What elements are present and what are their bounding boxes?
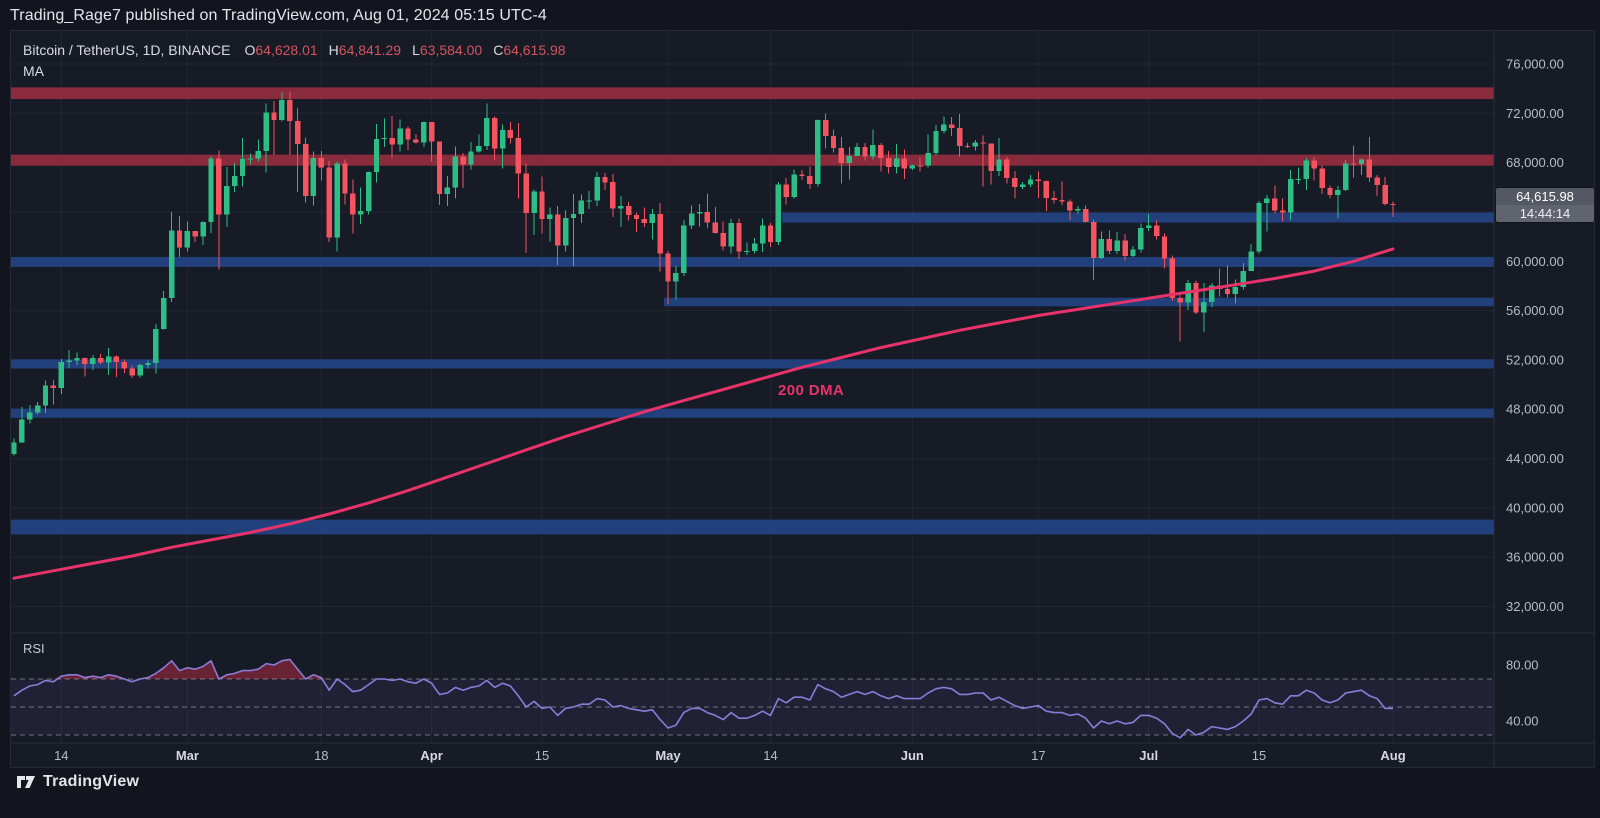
svg-text:14: 14 bbox=[763, 748, 777, 763]
svg-text:18: 18 bbox=[314, 748, 328, 763]
rsi-label[interactable]: RSI bbox=[23, 641, 45, 656]
open-value: 64,628.01 bbox=[255, 42, 318, 58]
candles-layer bbox=[11, 91, 1396, 456]
last-price-value: 64,615.98 bbox=[1496, 188, 1594, 205]
bar-countdown: 14:44:14 bbox=[1496, 205, 1594, 222]
svg-text:36,000.00: 36,000.00 bbox=[1506, 550, 1564, 565]
svg-text:60,000.00: 60,000.00 bbox=[1506, 254, 1564, 269]
ma-indicator-legend[interactable]: MA bbox=[23, 63, 44, 79]
symbol-title[interactable]: Bitcoin / TetherUS, 1D, BINANCE bbox=[23, 42, 231, 58]
svg-text:76,000.00: 76,000.00 bbox=[1506, 57, 1564, 72]
svg-text:32,000.00: 32,000.00 bbox=[1506, 599, 1564, 614]
published-caption: Trading_Rage7 published on TradingView.c… bbox=[10, 7, 547, 24]
watermark: TradingView bbox=[16, 772, 139, 792]
last-price-tag: 64,615.98 14:44:14 bbox=[1496, 188, 1594, 222]
price-axis[interactable]: 76,000.00 72,000.00 68,000.00 60,000.00 56,0… bbox=[1506, 57, 1564, 729]
svg-text:72,000.00: 72,000.00 bbox=[1506, 106, 1564, 121]
svg-text:40,000.00: 40,000.00 bbox=[1506, 500, 1564, 515]
rsi-line bbox=[13, 658, 1393, 739]
svg-text:15: 15 bbox=[535, 748, 549, 763]
chart-legend: Bitcoin / TetherUS, 1D, BINANCE O64,628.0… bbox=[23, 40, 577, 82]
svg-text:68,000.00: 68,000.00 bbox=[1506, 155, 1564, 170]
svg-text:Apr: Apr bbox=[420, 748, 442, 763]
svg-text:48,000.00: 48,000.00 bbox=[1506, 402, 1564, 417]
svg-text:15: 15 bbox=[1252, 748, 1266, 763]
chart-canvas[interactable]: 76,000.00 72,000.00 68,000.00 60,000.00 56,0… bbox=[11, 31, 1594, 767]
close-value: 64,615.98 bbox=[503, 42, 566, 58]
svg-text:80.00: 80.00 bbox=[1506, 658, 1539, 673]
pane-separators bbox=[11, 31, 1594, 767]
watermark-text[interactable]: TradingView bbox=[43, 773, 140, 790]
svg-text:May: May bbox=[655, 748, 681, 763]
svg-text:44,000.00: 44,000.00 bbox=[1506, 451, 1564, 466]
time-axis[interactable]: 14 Mar 18 Apr 15 May 14 Jun 17 Jul 15 Aug bbox=[54, 748, 1406, 763]
tradingview-logo-icon[interactable] bbox=[16, 772, 36, 792]
low-label: L bbox=[412, 42, 420, 58]
dma-annotation: 200 DMA bbox=[778, 382, 845, 399]
rsi-pane bbox=[11, 658, 1494, 739]
svg-text:Jun: Jun bbox=[901, 748, 924, 763]
low-value: 63,584.00 bbox=[419, 42, 483, 58]
svg-text:Aug: Aug bbox=[1380, 748, 1405, 763]
zones-layer bbox=[11, 87, 1494, 535]
svg-text:Jul: Jul bbox=[1139, 748, 1158, 763]
svg-text:14: 14 bbox=[54, 748, 68, 763]
svg-text:52,000.00: 52,000.00 bbox=[1506, 352, 1564, 367]
high-label: H bbox=[328, 42, 339, 58]
svg-text:40.00: 40.00 bbox=[1506, 714, 1539, 729]
svg-text:Mar: Mar bbox=[176, 748, 199, 763]
dma-line bbox=[12, 247, 1395, 580]
chart-panel: 76,000.00 72,000.00 68,000.00 60,000.00 56,0… bbox=[10, 30, 1595, 768]
grid-layer bbox=[11, 31, 1494, 743]
svg-text:56,000.00: 56,000.00 bbox=[1506, 303, 1564, 318]
open-label: O bbox=[244, 42, 256, 58]
svg-text:17: 17 bbox=[1031, 748, 1045, 763]
high-value: 64,841.29 bbox=[338, 42, 402, 58]
close-label: C bbox=[493, 42, 504, 58]
